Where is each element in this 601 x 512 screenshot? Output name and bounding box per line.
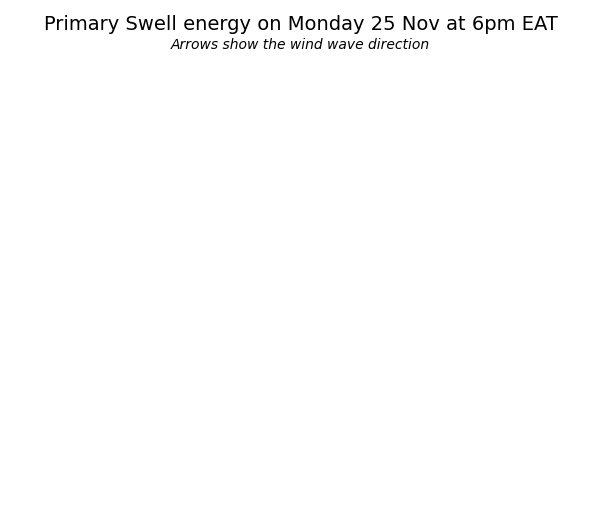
Text: Arrows show the wind wave direction: Arrows show the wind wave direction [171, 38, 430, 52]
Text: Primary Swell energy on Monday 25 Nov at 6pm EAT: Primary Swell energy on Monday 25 Nov at… [43, 15, 558, 34]
